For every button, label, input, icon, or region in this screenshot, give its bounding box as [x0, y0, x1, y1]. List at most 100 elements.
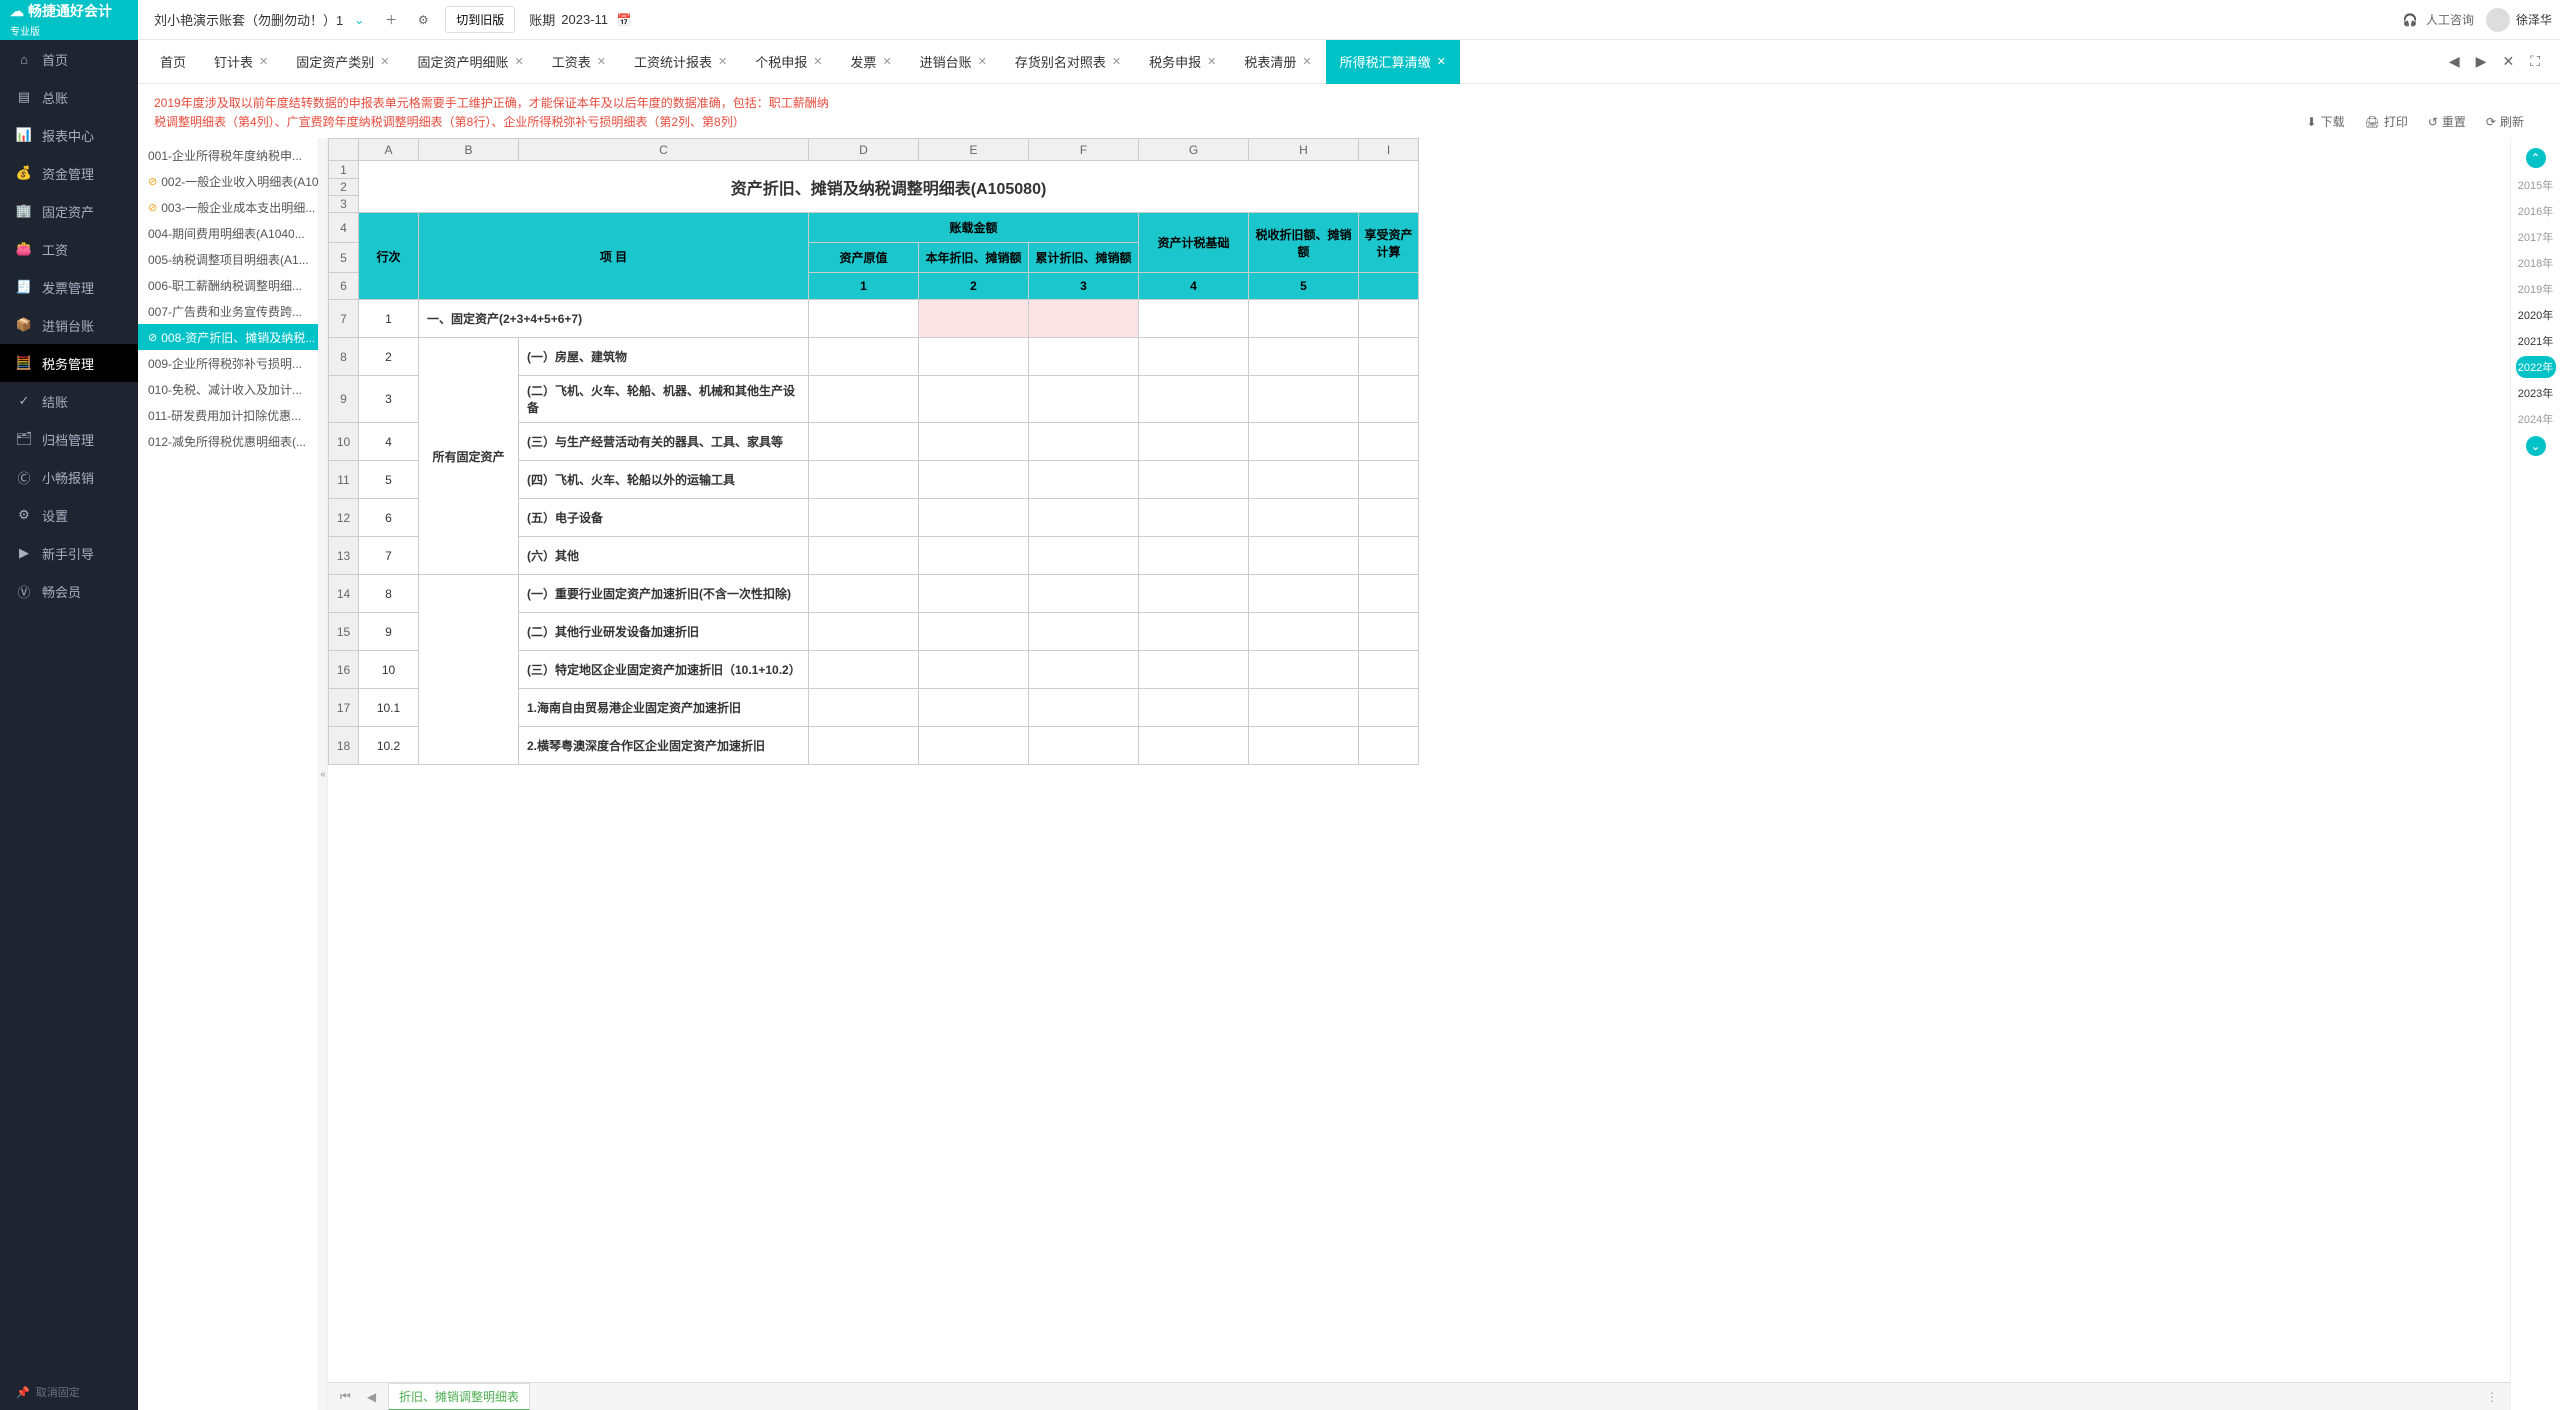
- tab-next[interactable]: ▶: [2472, 51, 2491, 72]
- year-up[interactable]: ⌃: [2526, 148, 2546, 168]
- tab[interactable]: 税务申报✕: [1135, 40, 1230, 84]
- tab[interactable]: 税表清册✕: [1230, 40, 1325, 84]
- sheet-nav-prev[interactable]: ◀: [363, 1390, 380, 1404]
- tab-fullscreen[interactable]: ⛶: [2526, 51, 2544, 72]
- value-cell[interactable]: [1029, 575, 1139, 613]
- close-icon[interactable]: ✕: [380, 55, 389, 68]
- sheet-tab-menu[interactable]: ⋮: [2482, 1390, 2502, 1404]
- value-cell[interactable]: [1139, 613, 1249, 651]
- value-cell[interactable]: [1029, 376, 1139, 423]
- row-header[interactable]: 11: [329, 461, 359, 499]
- report-item[interactable]: 007-广告费和业务宣传费跨...: [138, 298, 318, 324]
- close-icon[interactable]: ✕: [259, 55, 268, 68]
- value-cell[interactable]: [1139, 338, 1249, 376]
- value-cell[interactable]: [809, 613, 919, 651]
- close-icon[interactable]: ✕: [597, 55, 606, 68]
- value-cell[interactable]: [1139, 376, 1249, 423]
- row-header[interactable]: 15: [329, 613, 359, 651]
- row-header[interactable]: 16: [329, 651, 359, 689]
- tab[interactable]: 首页: [146, 40, 200, 84]
- value-cell[interactable]: [1249, 300, 1359, 338]
- brand-logo[interactable]: ☁畅捷通好会计 专业版: [0, 0, 138, 40]
- value-cell[interactable]: [1029, 300, 1139, 338]
- row-header[interactable]: 14: [329, 575, 359, 613]
- row-header[interactable]: 17: [329, 689, 359, 727]
- year-button[interactable]: 2020年: [2516, 304, 2556, 326]
- col-header[interactable]: E: [919, 139, 1029, 161]
- value-cell[interactable]: [1029, 499, 1139, 537]
- col-header[interactable]: B: [419, 139, 519, 161]
- value-cell[interactable]: [1359, 338, 1419, 376]
- year-button[interactable]: 2021年: [2516, 330, 2556, 352]
- value-cell[interactable]: [919, 423, 1029, 461]
- chevron-down-icon[interactable]: ⌄: [349, 10, 369, 30]
- report-item[interactable]: 009-企业所得税弥补亏损明...: [138, 350, 318, 376]
- sheet-tab[interactable]: 折旧、摊销调整明细表: [388, 1383, 530, 1410]
- value-cell[interactable]: [1359, 537, 1419, 575]
- report-item[interactable]: 004-期间费用明细表(A1040...: [138, 220, 318, 246]
- value-cell[interactable]: [809, 423, 919, 461]
- value-cell[interactable]: [919, 537, 1029, 575]
- value-cell[interactable]: [1359, 423, 1419, 461]
- value-cell[interactable]: [1029, 613, 1139, 651]
- value-cell[interactable]: [1249, 423, 1359, 461]
- value-cell[interactable]: [1139, 300, 1249, 338]
- report-item[interactable]: 012-减免所得税优惠明细表(...: [138, 428, 318, 454]
- row-header[interactable]: 10: [329, 423, 359, 461]
- report-item[interactable]: 005-纳税调整项目明细表(A1...: [138, 246, 318, 272]
- value-cell[interactable]: [919, 613, 1029, 651]
- value-cell[interactable]: [1249, 651, 1359, 689]
- value-cell[interactable]: [1249, 338, 1359, 376]
- close-icon[interactable]: ✕: [1112, 55, 1121, 68]
- row-header[interactable]: 13: [329, 537, 359, 575]
- period-value[interactable]: 2023-11: [561, 12, 608, 27]
- reset-button[interactable]: ↺重置: [2428, 113, 2466, 132]
- value-cell[interactable]: [809, 575, 919, 613]
- value-cell[interactable]: [919, 651, 1029, 689]
- switch-old-button[interactable]: 切到旧版: [445, 6, 515, 33]
- row-header[interactable]: 9: [329, 376, 359, 423]
- collapse-handle[interactable]: «: [318, 138, 328, 1410]
- value-cell[interactable]: [1359, 376, 1419, 423]
- sidebar-item-purchase[interactable]: 📦进销台账: [0, 306, 138, 344]
- value-cell[interactable]: [1249, 613, 1359, 651]
- user-menu[interactable]: 徐泽华: [2486, 8, 2552, 32]
- col-header[interactable]: F: [1029, 139, 1139, 161]
- value-cell[interactable]: [1139, 689, 1249, 727]
- value-cell[interactable]: [1139, 423, 1249, 461]
- tab[interactable]: 钉计表✕: [200, 40, 282, 84]
- value-cell[interactable]: [1029, 461, 1139, 499]
- tab[interactable]: 所得税汇算清缴✕: [1326, 40, 1460, 84]
- value-cell[interactable]: [1249, 461, 1359, 499]
- value-cell[interactable]: [1359, 575, 1419, 613]
- tab-prev[interactable]: ◀: [2445, 51, 2464, 72]
- sheet-grid[interactable]: ABCDEFGHI1资产折旧、摊销及纳税调整明细表(A105080)234 行次…: [328, 138, 2510, 1382]
- sidebar-pin-toggle[interactable]: 📌取消固定: [0, 1374, 138, 1410]
- value-cell[interactable]: [809, 651, 919, 689]
- plus-icon[interactable]: ＋: [381, 10, 401, 30]
- year-button[interactable]: 2022年: [2516, 356, 2556, 378]
- col-header[interactable]: G: [1139, 139, 1249, 161]
- close-icon[interactable]: ✕: [813, 55, 822, 68]
- value-cell[interactable]: [809, 338, 919, 376]
- sidebar-item-vip[interactable]: Ⓥ畅会员: [0, 572, 138, 610]
- row-header[interactable]: 3: [329, 196, 359, 213]
- calendar-icon[interactable]: 📅: [614, 10, 634, 30]
- value-cell[interactable]: [919, 727, 1029, 765]
- sidebar-item-invoice[interactable]: 🧾发票管理: [0, 268, 138, 306]
- value-cell[interactable]: [1139, 537, 1249, 575]
- value-cell[interactable]: [1249, 575, 1359, 613]
- value-cell[interactable]: [1139, 651, 1249, 689]
- value-cell[interactable]: [809, 300, 919, 338]
- sidebar-item-asset[interactable]: 🏢固定资产: [0, 192, 138, 230]
- value-cell[interactable]: [919, 575, 1029, 613]
- value-cell[interactable]: [1029, 537, 1139, 575]
- value-cell[interactable]: [1249, 499, 1359, 537]
- value-cell[interactable]: [809, 689, 919, 727]
- report-item[interactable]: 010-免税、减计收入及加计...: [138, 376, 318, 402]
- sidebar-item-home[interactable]: ⌂首页: [0, 40, 138, 78]
- value-cell[interactable]: [1139, 727, 1249, 765]
- tab[interactable]: 工资表✕: [538, 40, 620, 84]
- report-item[interactable]: ⊘008-资产折旧、摊销及纳税...: [138, 324, 318, 350]
- row-header[interactable]: 2: [329, 178, 359, 195]
